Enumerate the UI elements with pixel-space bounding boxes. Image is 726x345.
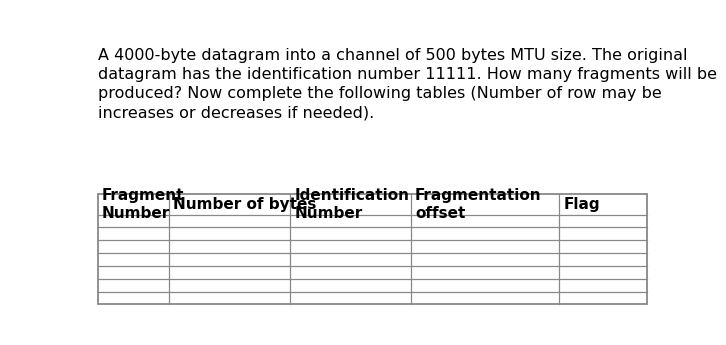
Bar bbox=[97, 194, 647, 304]
Text: Number of bytes: Number of bytes bbox=[174, 197, 317, 212]
Text: A 4000-byte datagram into a channel of 500 bytes MTU size. The original: A 4000-byte datagram into a channel of 5… bbox=[97, 48, 687, 63]
Text: Flag: Flag bbox=[563, 197, 600, 212]
Text: produced? Now complete the following tables (Number of row may be: produced? Now complete the following tab… bbox=[97, 86, 661, 101]
Text: datagram has the identification number 11111. How many fragments will be: datagram has the identification number 1… bbox=[97, 67, 717, 82]
Text: increases or decreases if needed).: increases or decreases if needed). bbox=[97, 106, 374, 120]
Text: Fragmentation
offset: Fragmentation offset bbox=[415, 188, 542, 220]
Text: Fragment
Number: Fragment Number bbox=[102, 188, 184, 220]
Text: Identification
Number: Identification Number bbox=[294, 188, 409, 220]
